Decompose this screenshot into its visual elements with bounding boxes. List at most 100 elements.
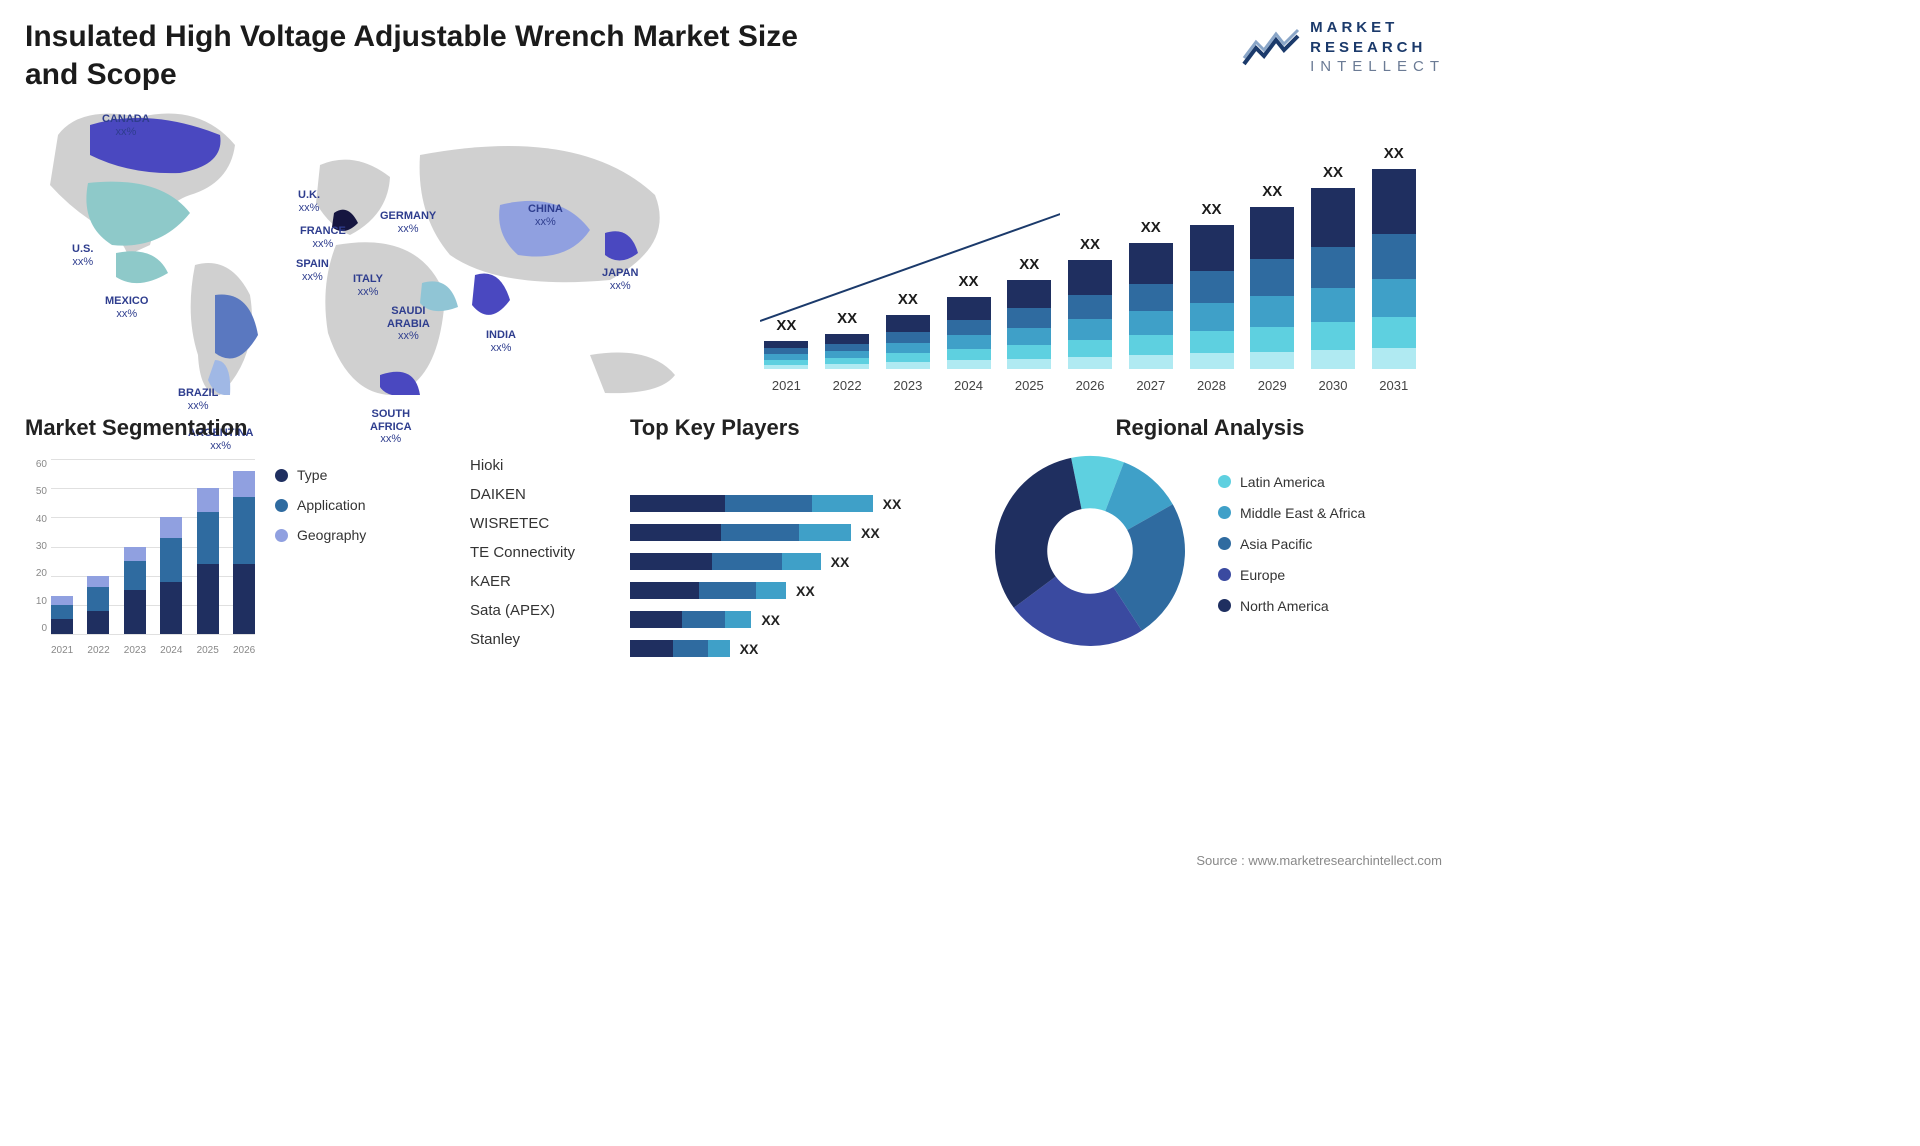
player-name: TE Connectivity xyxy=(470,544,630,561)
legend-label: Europe xyxy=(1240,567,1285,583)
legend-label: North America xyxy=(1240,598,1329,614)
legend-swatch-icon xyxy=(1218,599,1231,612)
segmentation-bar xyxy=(233,471,255,634)
y-tick: 50 xyxy=(25,486,47,497)
legend-item: Middle East & Africa xyxy=(1218,505,1365,521)
player-name: DAIKEN xyxy=(470,486,630,503)
player-value-label: XX xyxy=(831,554,850,570)
map-label: INDIAxx% xyxy=(486,329,516,354)
legend-label: Latin America xyxy=(1240,474,1325,490)
legend-item: Latin America xyxy=(1218,474,1365,490)
legend-swatch-icon xyxy=(1218,537,1231,550)
map-label: SAUDIARABIAxx% xyxy=(387,305,430,343)
legend-label: Geography xyxy=(297,527,366,543)
legend-item: Application xyxy=(275,497,366,513)
map-label: FRANCExx% xyxy=(300,225,346,250)
x-axis-label: 2030 xyxy=(1307,378,1360,393)
segmentation-panel: Market Segmentation 6050403020100 202120… xyxy=(25,415,465,656)
bar-value-label: XX xyxy=(1262,183,1282,200)
x-axis-label: 2022 xyxy=(821,378,874,393)
segmentation-bar xyxy=(51,596,73,634)
player-value-label: XX xyxy=(796,583,815,599)
x-axis-label: 2023 xyxy=(124,645,146,656)
player-bar-row: XX xyxy=(630,582,970,599)
legend-label: Type xyxy=(297,467,327,483)
bar-value-label: XX xyxy=(898,291,918,308)
player-name: WISRETEC xyxy=(470,515,630,532)
player-bar-row: XX xyxy=(630,640,970,657)
growth-bar: XX xyxy=(942,297,995,369)
growth-bar: XX xyxy=(1367,169,1420,369)
x-axis-label: 2021 xyxy=(760,378,813,393)
player-name: Sata (APEX) xyxy=(470,602,630,619)
x-axis-label: 2023 xyxy=(881,378,934,393)
legend-swatch-icon xyxy=(275,469,288,482)
growth-bar: XX xyxy=(821,334,874,369)
bar-value-label: XX xyxy=(1080,236,1100,253)
player-value-label: XX xyxy=(740,641,759,657)
legend-swatch-icon xyxy=(275,529,288,542)
donut-slice xyxy=(995,458,1082,608)
growth-bar: XX xyxy=(1064,260,1117,369)
growth-bar: XX xyxy=(1003,280,1056,369)
regional-legend: Latin America Middle East & Africa Asia Pa… xyxy=(1218,474,1365,629)
logo-mark-icon xyxy=(1242,28,1300,66)
y-tick: 20 xyxy=(25,568,47,579)
player-value-label: XX xyxy=(861,525,880,541)
map-label: GERMANYxx% xyxy=(380,210,436,235)
players-title: Top Key Players xyxy=(630,415,970,441)
map-label: CANADAxx% xyxy=(102,113,150,138)
y-tick: 10 xyxy=(25,596,47,607)
player-value-label: XX xyxy=(761,612,780,628)
world-map: CANADAxx%U.S.xx%MEXICOxx%BRAZILxx%ARGENT… xyxy=(20,95,710,395)
segmentation-bar xyxy=(87,576,109,634)
legend-item: Europe xyxy=(1218,567,1365,583)
legend-swatch-icon xyxy=(1218,506,1231,519)
x-axis-label: 2025 xyxy=(197,645,219,656)
x-axis-label: 2021 xyxy=(51,645,73,656)
bar-value-label: XX xyxy=(776,317,796,334)
map-label: U.S.xx% xyxy=(72,243,93,268)
segmentation-chart: 6050403020100 202120222023202420252026 xyxy=(25,451,255,656)
segmentation-bar xyxy=(197,488,219,634)
growth-bar: XX xyxy=(1307,188,1360,369)
segmentation-legend: Type Application Geography xyxy=(275,467,366,656)
x-axis-label: 2026 xyxy=(1064,378,1117,393)
x-axis-label: 2025 xyxy=(1003,378,1056,393)
x-axis-label: 2026 xyxy=(233,645,255,656)
bar-value-label: XX xyxy=(1201,201,1221,218)
player-value-label: XX xyxy=(883,496,902,512)
growth-bar: XX xyxy=(760,341,813,369)
source-line: Source : www.marketresearchintellect.com xyxy=(1196,853,1442,868)
x-axis-label: 2024 xyxy=(160,645,182,656)
legend-label: Application xyxy=(297,497,366,513)
segmentation-title: Market Segmentation xyxy=(25,415,465,441)
legend-label: Asia Pacific xyxy=(1240,536,1312,552)
logo-line1: MARKET xyxy=(1310,18,1445,38)
y-tick: 40 xyxy=(25,514,47,525)
x-axis-label: 2022 xyxy=(87,645,109,656)
legend-item: Asia Pacific xyxy=(1218,536,1365,552)
map-label: SPAINxx% xyxy=(296,258,329,283)
legend-item: Type xyxy=(275,467,366,483)
key-players-panel: Top Key Players HiokiDAIKENWISRETECTE Co… xyxy=(470,415,970,657)
legend-swatch-icon xyxy=(1218,475,1231,488)
player-bar-row: XX xyxy=(630,553,970,570)
bar-value-label: XX xyxy=(959,273,979,290)
legend-item: North America xyxy=(1218,598,1365,614)
players-list: HiokiDAIKENWISRETECTE ConnectivityKAERSa… xyxy=(470,457,630,657)
logo-line3: INTELLECT xyxy=(1310,57,1445,77)
map-label: JAPANxx% xyxy=(602,267,638,292)
x-axis-label: 2028 xyxy=(1185,378,1238,393)
player-name: Stanley xyxy=(470,631,630,648)
player-bar-row: XX xyxy=(630,524,970,541)
growth-bar-chart: XXXXXXXXXXXXXXXXXXXXXX 20212022202320242… xyxy=(740,103,1420,393)
page-title: Insulated High Voltage Adjustable Wrench… xyxy=(25,18,815,93)
bar-value-label: XX xyxy=(1019,256,1039,273)
bar-value-label: XX xyxy=(837,310,857,327)
x-axis-label: 2024 xyxy=(942,378,995,393)
legend-swatch-icon xyxy=(1218,568,1231,581)
regional-panel: Regional Analysis Latin AmericaMiddle Ea… xyxy=(990,415,1430,651)
y-tick: 60 xyxy=(25,459,47,470)
growth-bar: XX xyxy=(1246,207,1299,369)
